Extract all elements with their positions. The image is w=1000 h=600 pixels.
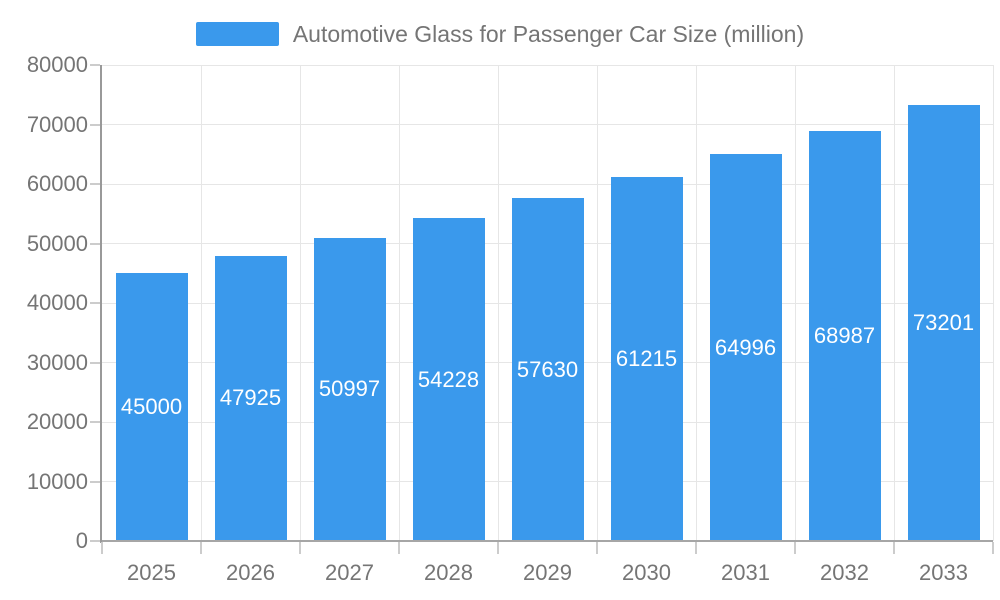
x-axis-tick-label: 2026 bbox=[226, 560, 275, 585]
x-axis-tick-label: 2028 bbox=[424, 560, 473, 585]
x-axis-tick-label: 2027 bbox=[325, 560, 374, 585]
x-axis-tick-label: 2032 bbox=[820, 560, 869, 585]
gridline-horizontal bbox=[102, 183, 993, 185]
y-axis-tick-label: 0 bbox=[75, 528, 88, 553]
x-axis-tick-label: 2033 bbox=[919, 560, 968, 585]
bar-value-label: 61215 bbox=[615, 345, 678, 371]
y-axis-tick-label: 10000 bbox=[26, 468, 88, 494]
x-axis-tick-label: 2029 bbox=[523, 560, 572, 585]
x-axis-tick bbox=[299, 542, 301, 554]
gridline-vertical bbox=[299, 65, 301, 541]
gridline-vertical bbox=[893, 65, 895, 541]
y-axis-line bbox=[100, 65, 102, 543]
y-axis-tick bbox=[90, 540, 100, 542]
x-axis-line bbox=[102, 540, 993, 542]
gridline-horizontal bbox=[102, 124, 993, 125]
y-axis-tick-label: 50000 bbox=[26, 230, 88, 256]
bar-2033[interactable] bbox=[907, 105, 980, 541]
y-axis-tick bbox=[90, 64, 100, 66]
x-axis-tick bbox=[596, 542, 598, 554]
bar-2027[interactable] bbox=[313, 237, 386, 541]
x-axis-tick bbox=[794, 542, 796, 554]
x-axis-tick-label: 2031 bbox=[721, 560, 770, 585]
x-axis-tick bbox=[992, 542, 994, 554]
bar-value-label: 54228 bbox=[417, 366, 480, 392]
bar-value-label: 68987 bbox=[813, 322, 876, 348]
gridline-vertical bbox=[794, 65, 796, 541]
y-axis-tick-label: 60000 bbox=[26, 171, 88, 196]
x-axis-tick bbox=[695, 542, 697, 554]
y-axis-tick-label: 40000 bbox=[26, 290, 88, 315]
plot-area: 45000 47925 50997 54228 57630 61215 64996 68987… bbox=[100, 64, 994, 543]
gridline-vertical bbox=[596, 65, 598, 541]
x-axis-tick bbox=[893, 542, 895, 554]
y-axis-tick bbox=[90, 242, 100, 245]
bar-2028[interactable] bbox=[412, 218, 485, 541]
bar-2025[interactable] bbox=[115, 273, 188, 541]
legend-label: Automotive Glass for Passenger Car Size … bbox=[292, 20, 805, 47]
y-axis-tick-label: 30000 bbox=[26, 349, 88, 375]
y-axis-tick bbox=[90, 123, 100, 126]
y-axis-tick-label: 80000 bbox=[26, 52, 88, 77]
gridline-vertical bbox=[695, 65, 697, 541]
x-axis-tick bbox=[497, 542, 499, 554]
gridline-horizontal bbox=[102, 64, 993, 66]
x-axis-tick bbox=[101, 542, 103, 554]
bar-2026[interactable] bbox=[214, 255, 287, 541]
bar-value-label: 57630 bbox=[516, 356, 579, 382]
y-axis-tick bbox=[90, 183, 100, 185]
y-axis-tick bbox=[90, 302, 100, 304]
x-axis-tick bbox=[398, 542, 400, 554]
gridline-vertical bbox=[398, 65, 400, 541]
bar-2029[interactable] bbox=[511, 198, 584, 541]
bar-2031[interactable] bbox=[709, 154, 782, 541]
x-axis-tick bbox=[200, 542, 202, 554]
chart-legend[interactable]: Automotive Glass for Passenger Car Size … bbox=[0, 20, 1000, 48]
y-axis-tick bbox=[90, 361, 100, 364]
x-axis-tick-label: 2030 bbox=[622, 560, 671, 585]
gridline-vertical bbox=[992, 65, 994, 541]
gridline-vertical bbox=[200, 65, 202, 541]
bar-value-label: 50997 bbox=[318, 376, 381, 402]
x-axis-tick-label: 2025 bbox=[127, 560, 176, 585]
bar-value-label: 45000 bbox=[120, 394, 183, 420]
legend-swatch bbox=[195, 22, 279, 46]
y-axis-tick-label: 70000 bbox=[26, 111, 88, 137]
bar-2030[interactable] bbox=[610, 176, 683, 541]
y-axis-tick-label: 20000 bbox=[26, 409, 88, 434]
y-axis-tick bbox=[90, 480, 100, 483]
bar-value-label: 73201 bbox=[912, 310, 975, 336]
bar-value-label: 47925 bbox=[219, 385, 282, 411]
bar-2032[interactable] bbox=[808, 130, 881, 541]
y-axis-tick bbox=[90, 421, 100, 423]
gridline-vertical bbox=[497, 65, 499, 541]
bar-value-label: 64996 bbox=[714, 334, 777, 360]
